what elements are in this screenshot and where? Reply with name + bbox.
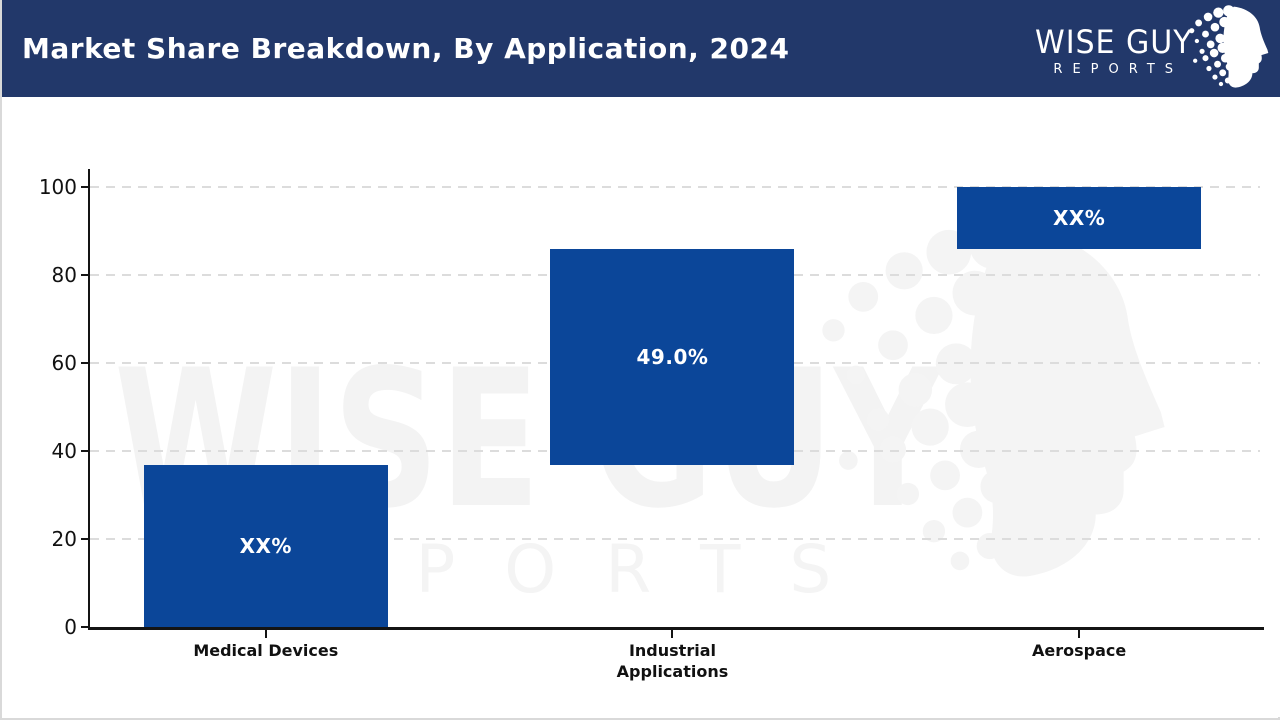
bar-aerospace: XX% — [957, 187, 1202, 250]
y-axis-tick — [81, 626, 89, 628]
y-axis-tick — [81, 273, 89, 276]
y-axis-tick — [81, 537, 89, 540]
y-axis-tick — [81, 449, 89, 452]
y-axis-tick-label: 20 — [51, 526, 77, 551]
logo-sub-text: REPORTS — [1053, 62, 1184, 77]
bar-value-label: XX% — [239, 533, 292, 558]
wiseguy-head-logo-icon — [1189, 5, 1269, 88]
x-axis-category-label: Medical Devices — [193, 641, 339, 660]
x-axis-category-label: Aerospace — [1032, 641, 1127, 660]
y-gridline — [90, 537, 1260, 540]
y-gridline — [90, 185, 1260, 188]
header-bar: Market Share Breakdown, By Application, … — [2, 0, 1280, 97]
y-axis-line — [88, 169, 90, 630]
bar-industrial-applications: 49.0% — [550, 249, 795, 465]
logo-brand-text: WISE GUY — [1035, 23, 1193, 61]
page-title: Market Share Breakdown, By Application, … — [22, 32, 790, 65]
y-axis-tick-label: 40 — [51, 438, 77, 463]
x-axis-category-label: Industrial Applications — [616, 641, 729, 681]
y-axis-tick-label: 100 — [38, 174, 77, 199]
bar-value-label: 49.0% — [636, 345, 709, 370]
x-axis-tick — [1078, 630, 1081, 638]
x-axis-tick — [264, 630, 267, 638]
watermark-head-icon — [822, 220, 1165, 577]
chart-area: WISE GUY R E P O R T S 0 20 40 60 80 100 XX% Me… — [2, 97, 1280, 717]
x-axis-tick — [671, 630, 674, 638]
y-axis-tick-label: 60 — [51, 350, 77, 375]
y-axis-tick — [81, 361, 89, 364]
y-axis-tick-label: 0 — [64, 615, 77, 639]
y-axis-tick — [81, 185, 89, 188]
bar-medical-devices: XX% — [143, 464, 388, 627]
wiseguy-logo: WISE GUY REPORTS — [1030, 4, 1270, 90]
bar-value-label: XX% — [1052, 206, 1106, 231]
y-axis-tick-label: 80 — [51, 262, 77, 287]
x-axis-line — [88, 627, 1264, 630]
wiseguy-logo-text: WISE GUY REPORTS — [1030, 23, 1198, 77]
